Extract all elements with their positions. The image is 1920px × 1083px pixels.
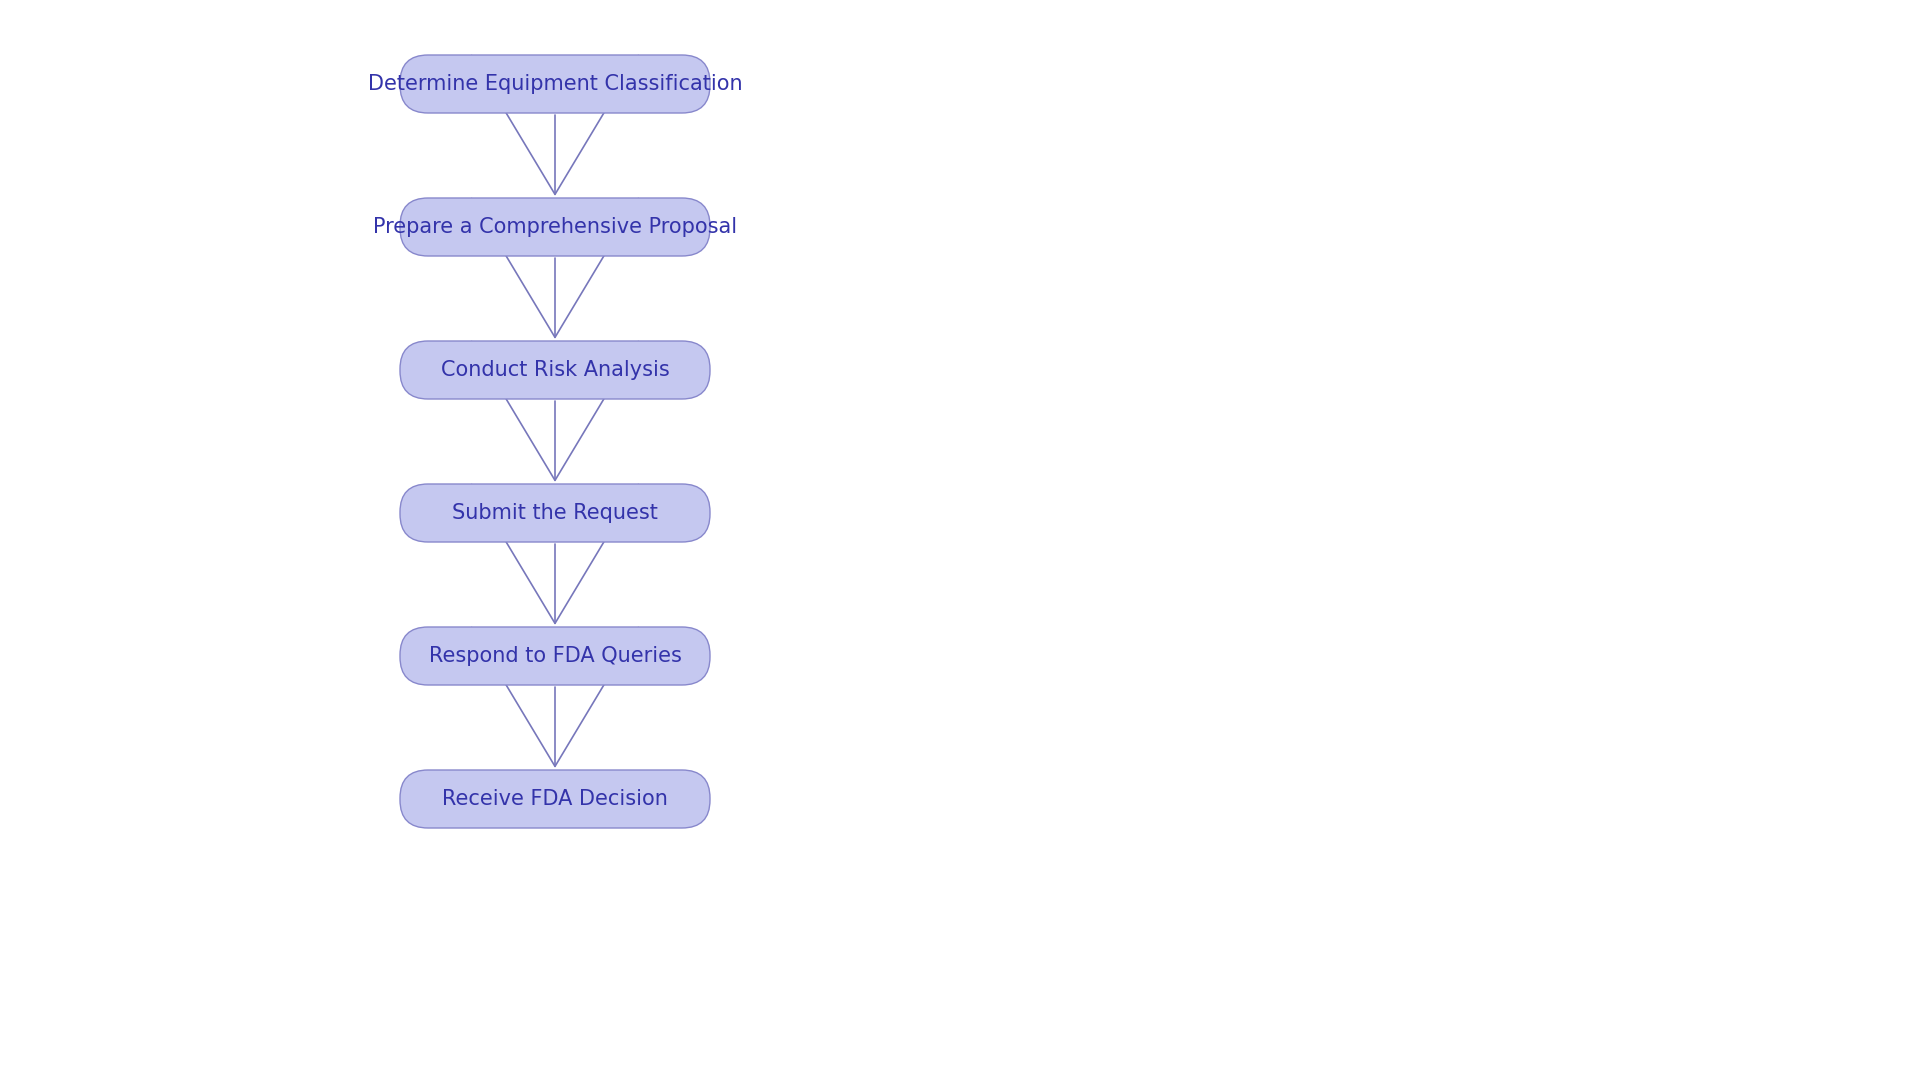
FancyBboxPatch shape xyxy=(399,484,710,542)
FancyBboxPatch shape xyxy=(399,341,710,399)
Text: Determine Equipment Classification: Determine Equipment Classification xyxy=(369,74,743,94)
Text: Submit the Request: Submit the Request xyxy=(451,503,659,523)
Text: Respond to FDA Queries: Respond to FDA Queries xyxy=(428,645,682,666)
FancyBboxPatch shape xyxy=(399,770,710,828)
FancyBboxPatch shape xyxy=(399,627,710,686)
Text: Prepare a Comprehensive Proposal: Prepare a Comprehensive Proposal xyxy=(372,217,737,237)
Text: Conduct Risk Analysis: Conduct Risk Analysis xyxy=(440,360,670,380)
Text: Receive FDA Decision: Receive FDA Decision xyxy=(442,790,668,809)
FancyBboxPatch shape xyxy=(399,198,710,256)
FancyBboxPatch shape xyxy=(399,55,710,113)
